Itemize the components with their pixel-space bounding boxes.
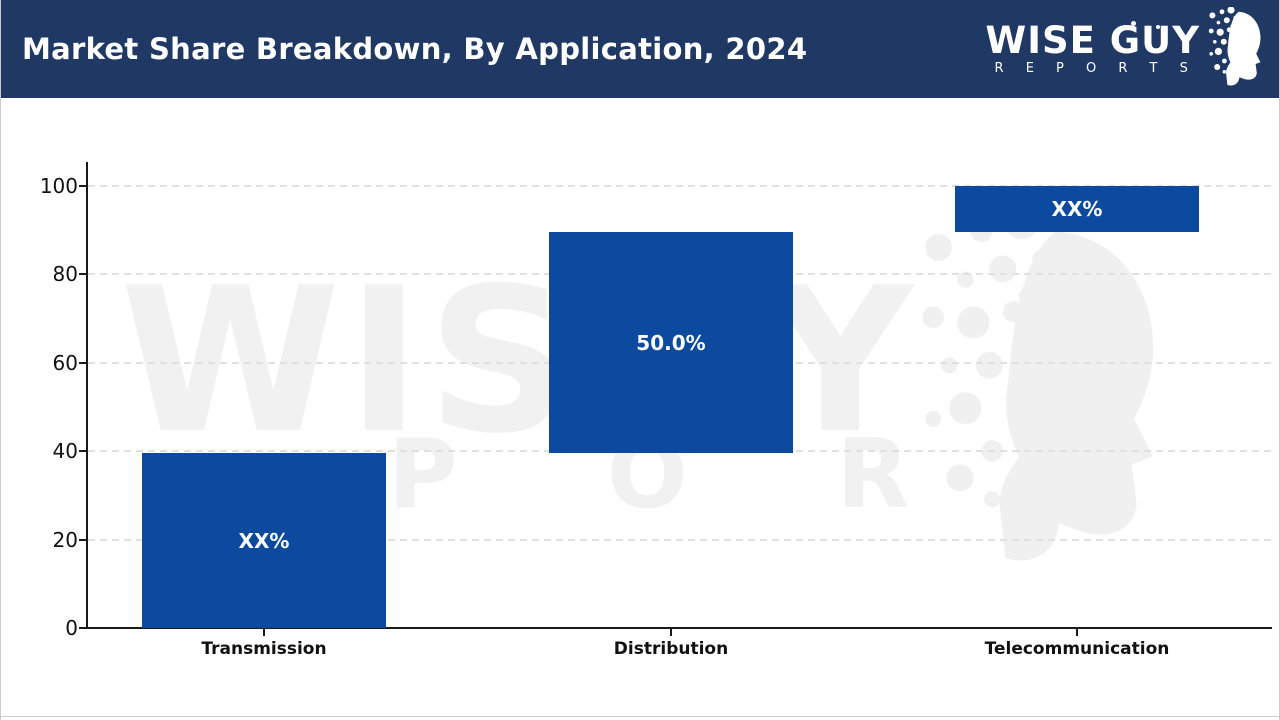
y-tick-label: 100	[39, 173, 78, 198]
x-category-label: Distribution	[613, 639, 729, 659]
y-tick-label: 40	[52, 439, 78, 463]
x-category-label: Telecommunication	[984, 639, 1170, 659]
y-tick-label: 0	[65, 616, 78, 640]
y-tick-mark	[79, 538, 88, 541]
bar-value-label: 50.0%	[636, 330, 706, 355]
bar-transmission: XX%	[142, 453, 386, 628]
y-axis-line	[86, 162, 88, 629]
wise-guy-reports-logo: WISE GUY R E P O R T S	[985, 7, 1266, 91]
page-border-bottom	[0, 716, 1280, 717]
logo-dot	[1131, 20, 1137, 26]
y-tick-mark	[79, 450, 88, 452]
logo-dot	[1156, 24, 1161, 29]
y-tick-label: 80	[52, 262, 78, 286]
dotted-head-icon	[1208, 7, 1261, 86]
bar-value-label: XX%	[1051, 196, 1103, 221]
y-gridline	[88, 538, 1272, 541]
y-tick-label: 20	[52, 527, 78, 552]
bar-telecommunication: XX%	[955, 185, 1199, 232]
header-bar: Market Share Breakdown, By Application, …	[0, 0, 1280, 98]
x-category-label: Transmission	[201, 639, 327, 659]
y-tick-mark	[79, 627, 88, 629]
logo-text: WISE GUY R E P O R T S	[985, 18, 1200, 77]
logo-subtitle: R E P O R T S	[994, 61, 1197, 77]
x-axis-line	[86, 627, 1272, 629]
x-tick-mark	[670, 629, 672, 636]
page-title: Market Share Breakdown, By Application, …	[22, 32, 808, 66]
logo-wordmark: WISE GUY	[985, 18, 1200, 62]
y-gridline	[88, 184, 1272, 187]
y-tick-label: 60	[52, 350, 78, 375]
x-tick-mark	[263, 629, 265, 636]
y-tick-mark	[79, 361, 88, 364]
bar-distribution: 50.0%	[549, 231, 793, 454]
y-tick-mark	[79, 184, 88, 187]
bar-value-label: XX%	[238, 528, 290, 553]
y-tick-mark	[79, 273, 88, 275]
x-tick-mark	[1076, 629, 1078, 636]
